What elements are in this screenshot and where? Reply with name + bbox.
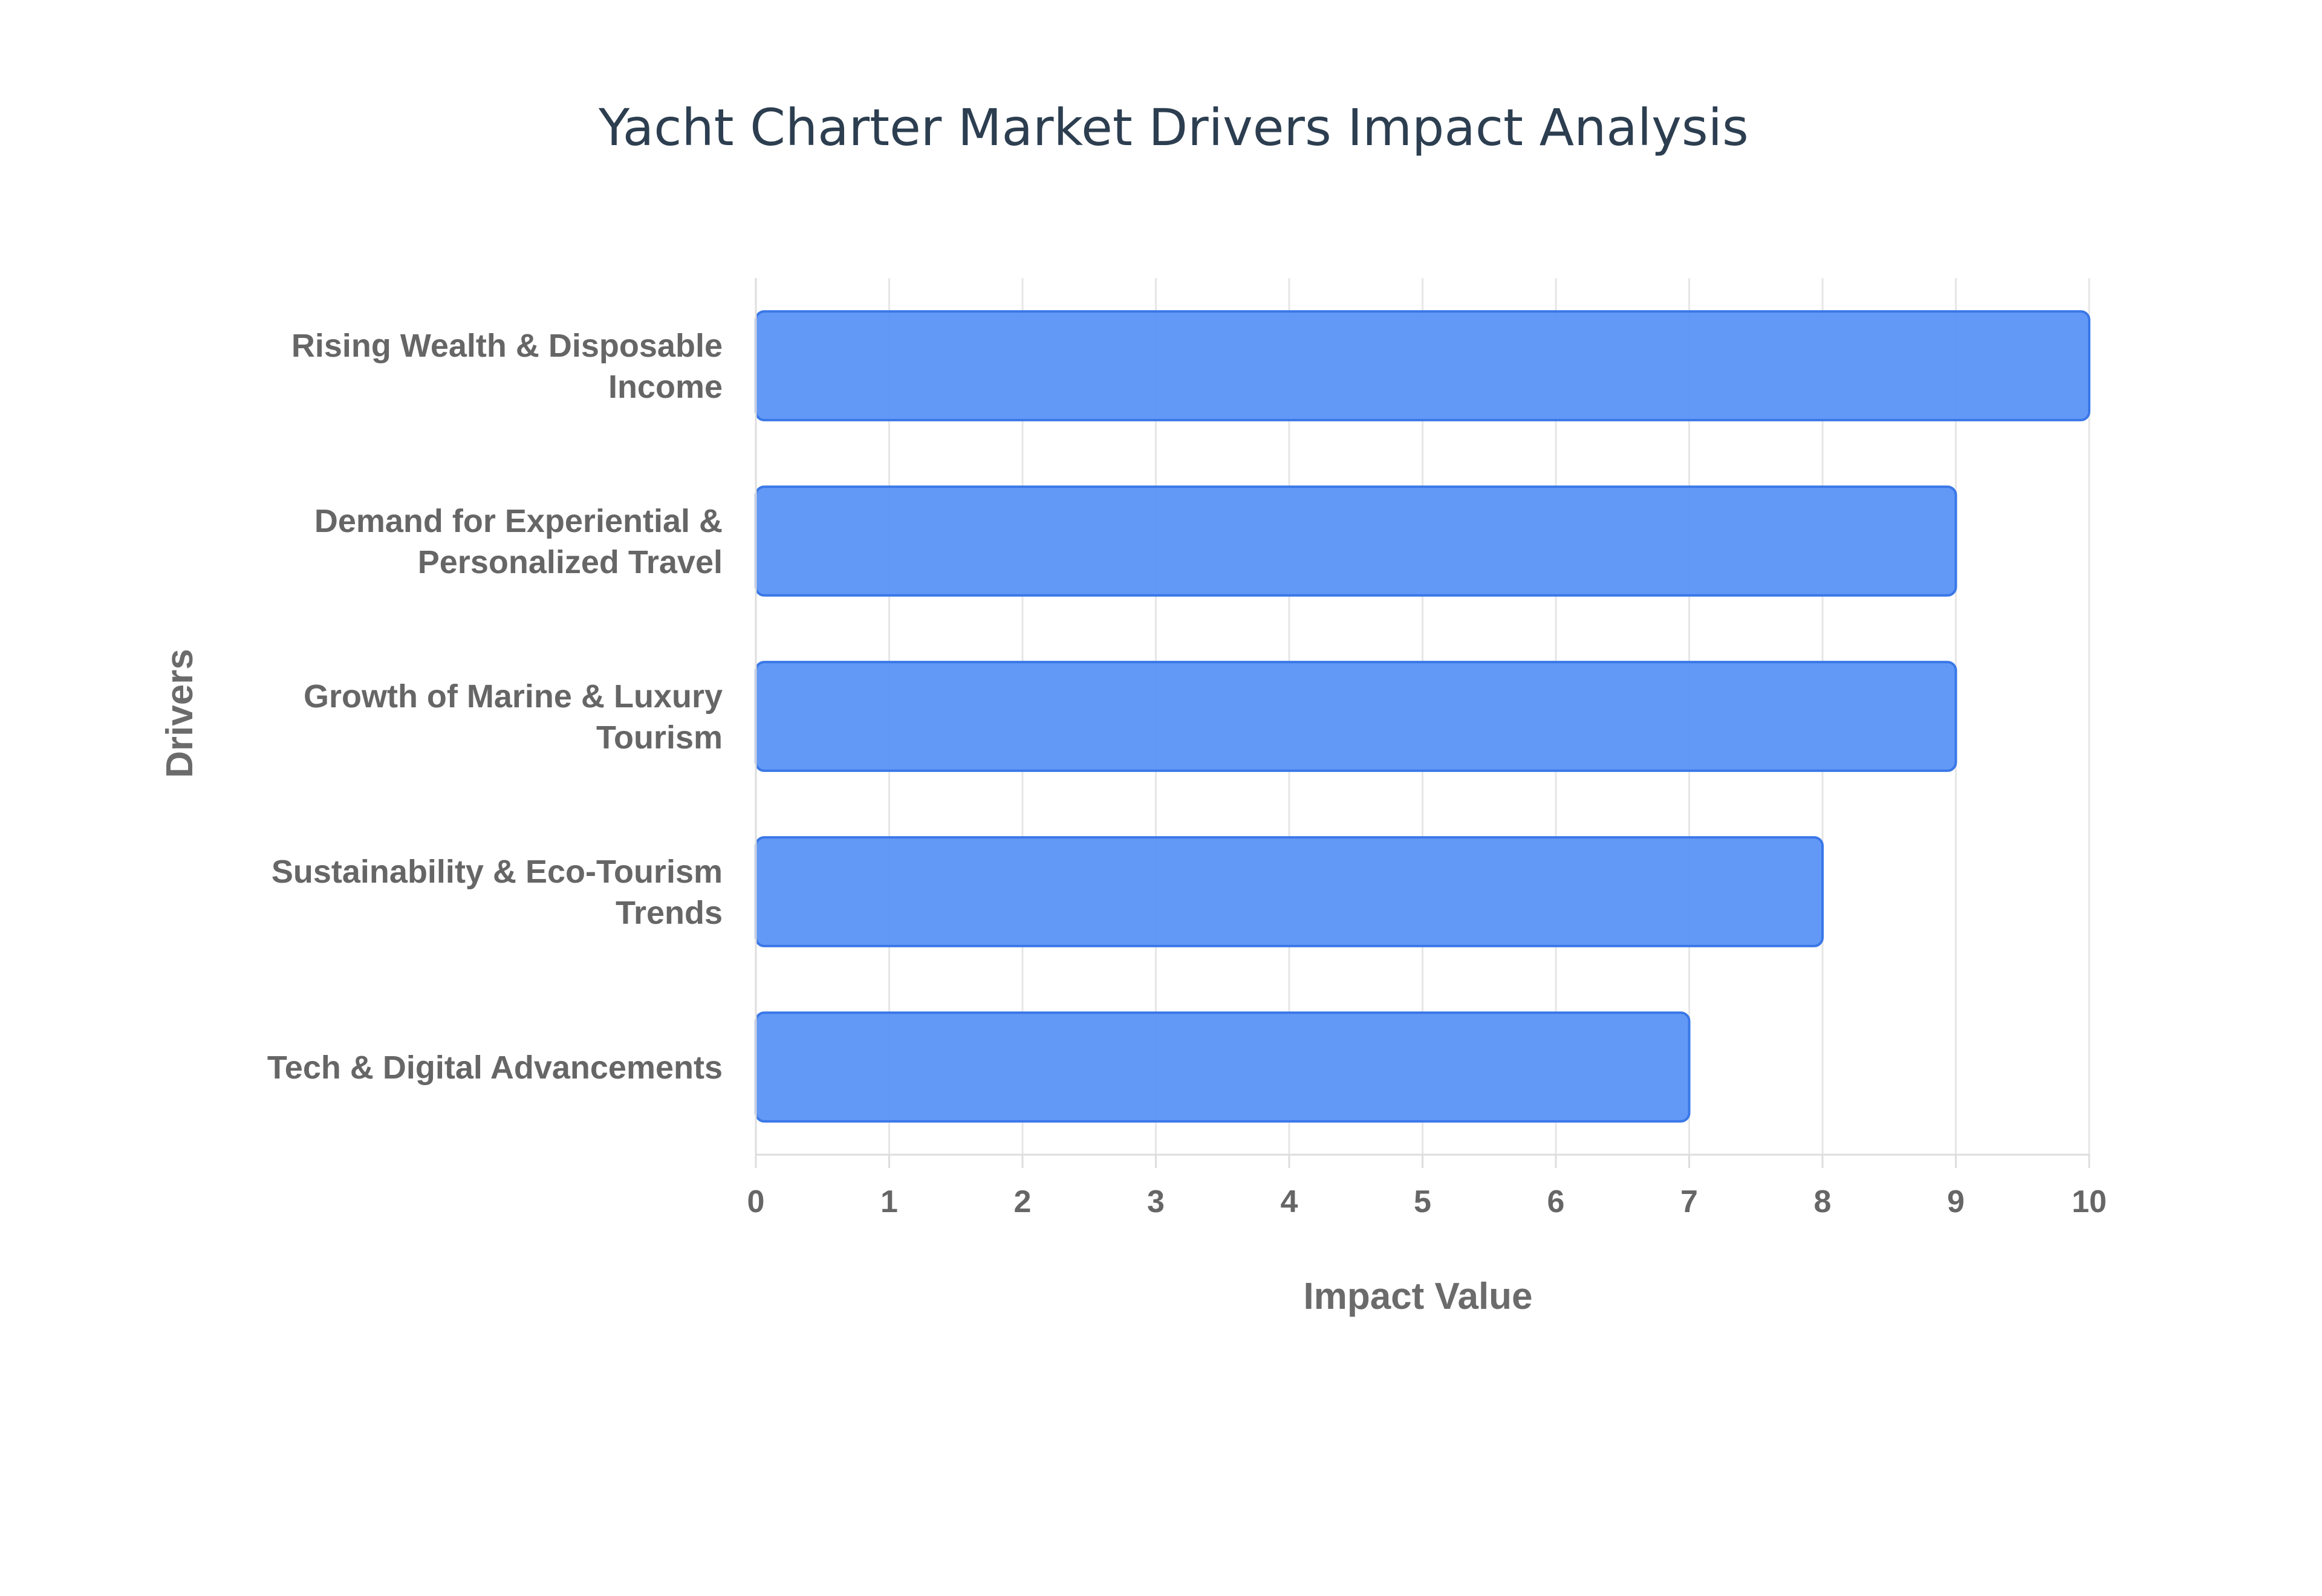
x-tick-label: 7 bbox=[1680, 1184, 1698, 1219]
axes bbox=[755, 278, 2090, 1168]
chart-title: Yacht Charter Market Drivers Impact Anal… bbox=[598, 98, 1749, 157]
x-tick-label: 2 bbox=[1014, 1184, 1032, 1219]
x-tick-label: 4 bbox=[1281, 1184, 1298, 1219]
x-axis-title: Impact Value bbox=[1303, 1276, 1532, 1317]
x-tick-label: 5 bbox=[1414, 1184, 1431, 1219]
bars bbox=[755, 310, 2090, 1123]
x-tick-label: 10 bbox=[2072, 1184, 2107, 1219]
y-category-label: Demand for Experiential & Personalized Tr… bbox=[314, 503, 723, 580]
bar bbox=[755, 485, 1957, 597]
y-category-label: Growth of Marine & Luxury Tourism bbox=[304, 678, 723, 756]
y-category-label: Rising Wealth & Disposable Income bbox=[291, 328, 723, 405]
y-category-labels: Rising Wealth & Disposable Income Demand f… bbox=[267, 328, 723, 1086]
x-tick-label: 6 bbox=[1547, 1184, 1565, 1219]
x-tick-label: 9 bbox=[1947, 1184, 1965, 1219]
x-tick-label: 3 bbox=[1147, 1184, 1165, 1219]
y-category-label: Tech & Digital Advancements bbox=[267, 1049, 723, 1086]
x-tick-label: 1 bbox=[880, 1184, 898, 1219]
bar bbox=[755, 310, 2090, 421]
x-tick-label: 0 bbox=[747, 1184, 765, 1219]
bar bbox=[755, 836, 1824, 947]
y-axis-title: Drivers bbox=[159, 649, 201, 778]
bar bbox=[755, 661, 1957, 772]
x-tick-label: 8 bbox=[1814, 1184, 1832, 1219]
y-category-label: Sustainability & Eco-Tourism Trends bbox=[272, 854, 723, 931]
x-tick-labels: 0 1 2 3 4 5 6 7 8 9 10 bbox=[747, 1184, 2107, 1219]
bar bbox=[755, 1011, 1691, 1123]
